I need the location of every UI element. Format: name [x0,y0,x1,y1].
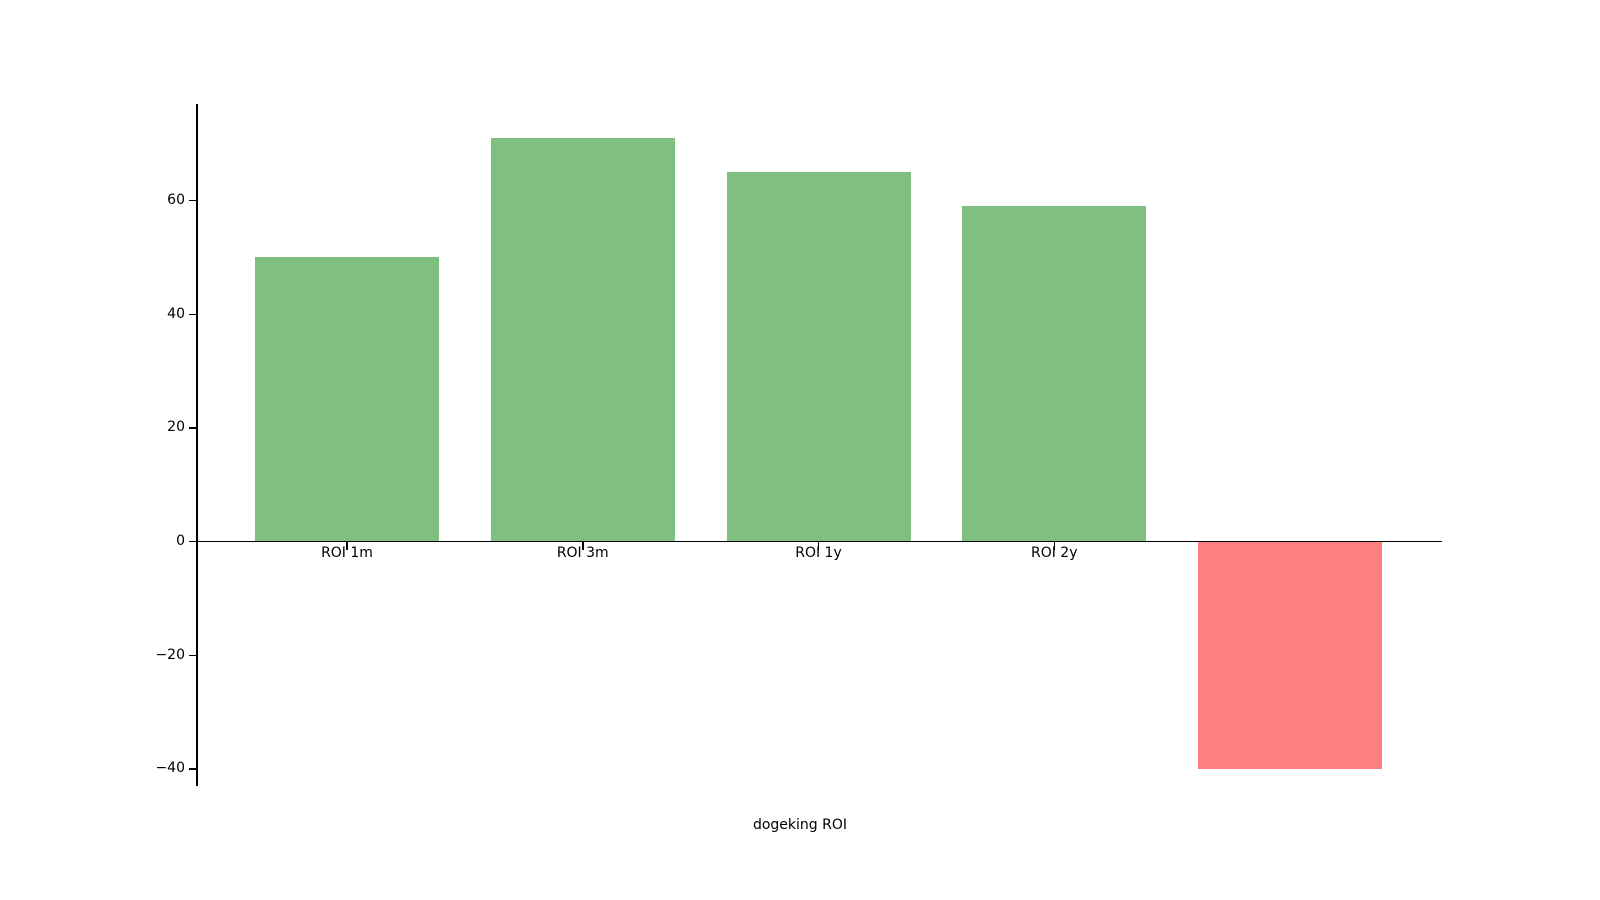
x-tick-mark [817,541,820,550]
y-tick-mark [189,654,196,657]
y-axis-spine [196,104,198,786]
bar-unlabeled-4 [1198,541,1382,769]
x-tick-mark [1053,541,1055,550]
bar-roi-1y [726,172,911,542]
y-tick-label: 40 [167,305,185,322]
y-tick-label: 60 [167,192,185,209]
y-tick-mark [189,768,196,770]
x-tick-mark [346,541,348,550]
y-tick-label: −40 [155,760,185,777]
x-tick-mark [582,541,584,550]
y-tick-mark [189,540,196,543]
x-tick-label: ROI 1y [795,544,842,561]
bar-roi-3m [490,138,675,542]
y-tick-mark [189,427,196,429]
y-tick-label: −20 [155,646,185,663]
y-tick-mark [189,313,196,316]
x-tick-label: ROI 1m [321,544,373,561]
bar-roi-2y [962,206,1147,542]
y-tick-label: 0 [176,533,185,550]
bar-roi-1m [255,257,439,542]
chart-title: dogeking ROI [752,817,848,833]
y-tick-mark [189,199,196,202]
x-tick-label: ROI 2y [1030,544,1078,561]
x-tick-label: ROI 3m [556,544,609,561]
y-tick-label: 20 [167,419,185,436]
